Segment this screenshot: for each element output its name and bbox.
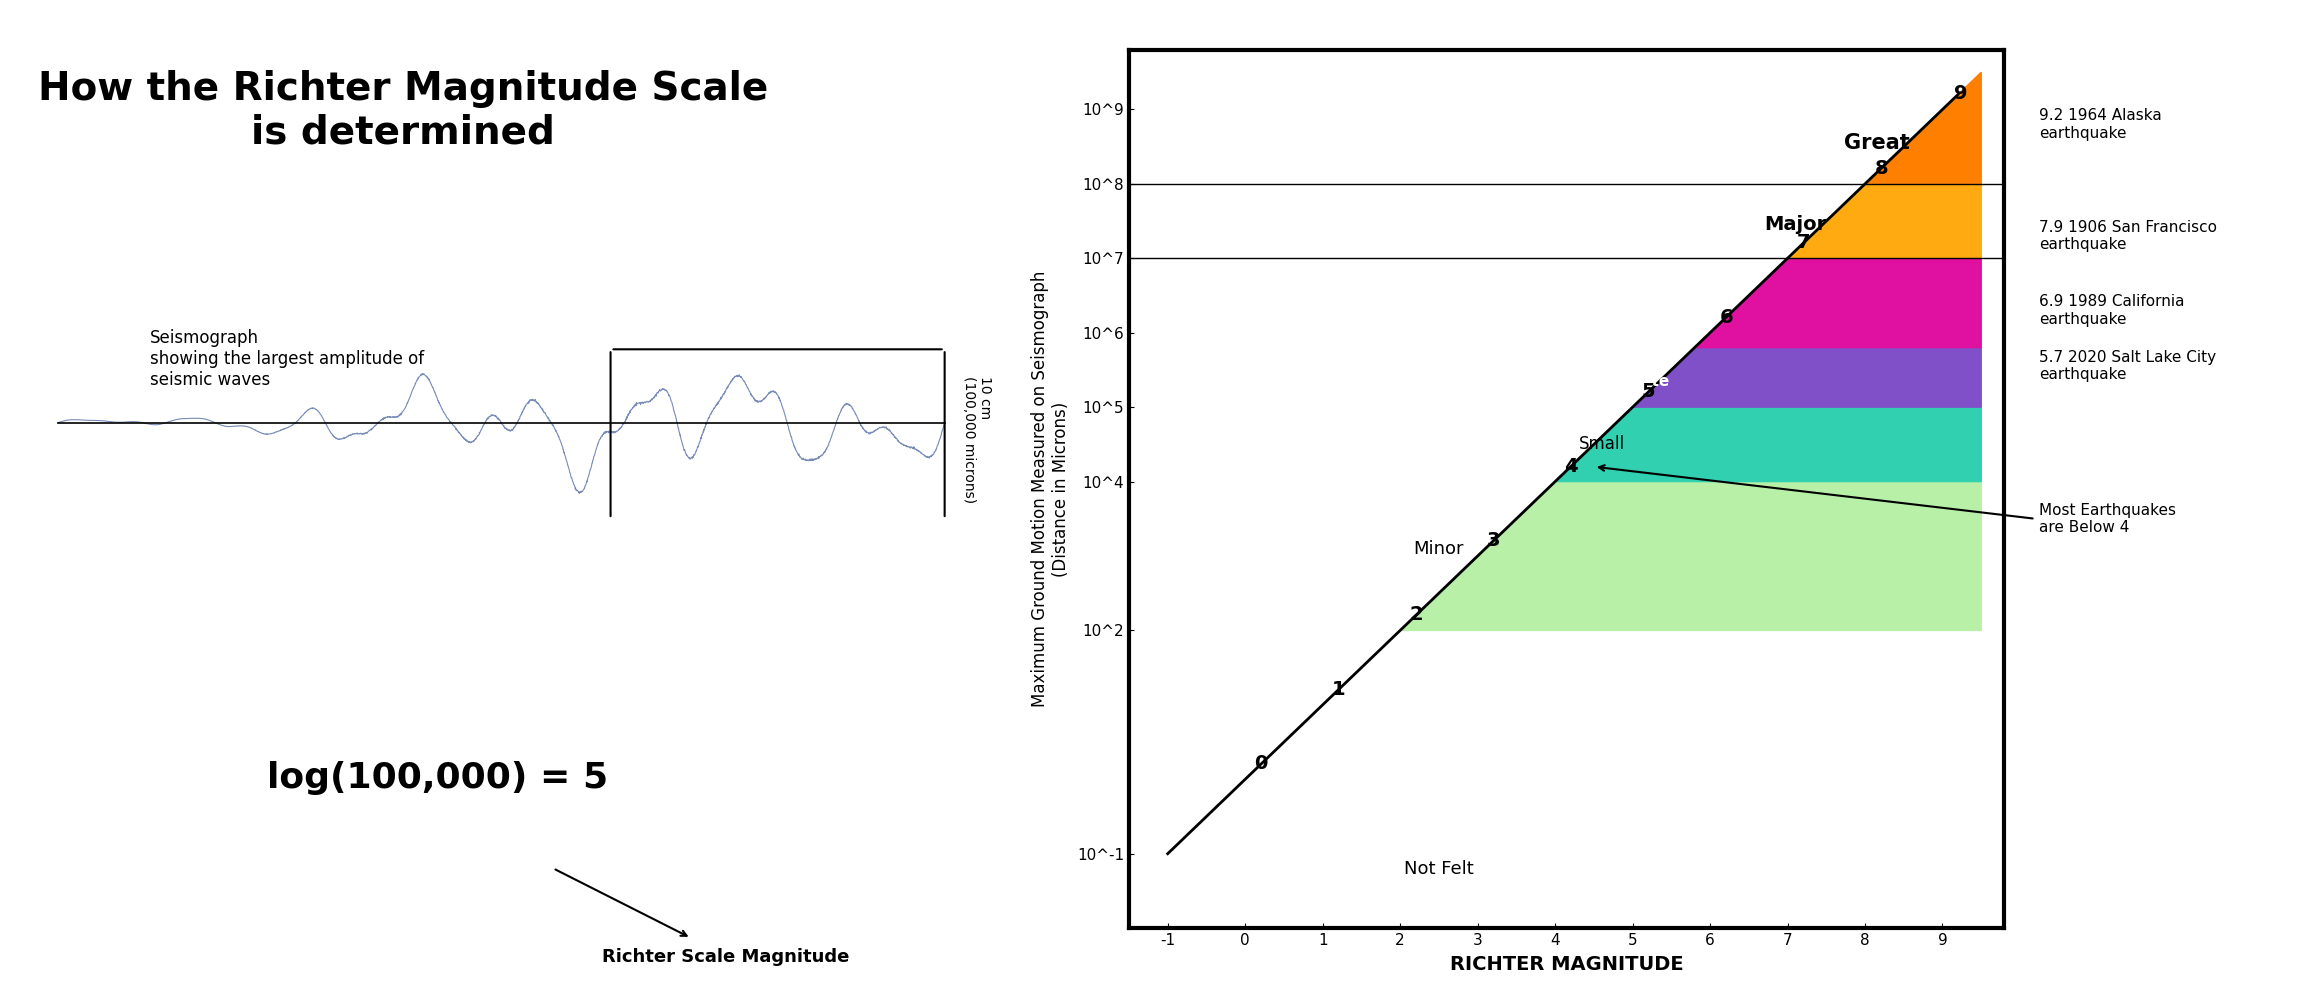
Text: 7: 7	[1797, 234, 1811, 252]
Text: 6: 6	[1719, 307, 1733, 326]
Text: Minor: Minor	[1415, 540, 1463, 558]
Text: 9: 9	[1954, 85, 1968, 104]
Text: 2: 2	[1410, 606, 1424, 625]
Text: 9.2 1964 Alaska
earthquake: 9.2 1964 Alaska earthquake	[2039, 108, 2161, 141]
Polygon shape	[1401, 482, 1981, 631]
Text: Seismograph
showing the largest amplitude of
seismic waves: Seismograph showing the largest amplitud…	[150, 329, 424, 389]
Polygon shape	[1555, 407, 1981, 482]
Text: Most Earthquakes
are Below 4: Most Earthquakes are Below 4	[2039, 503, 2175, 535]
Polygon shape	[1864, 72, 1981, 184]
Polygon shape	[1634, 347, 1981, 407]
Polygon shape	[1693, 258, 1981, 347]
Text: 6.9 1989 California
earthquake: 6.9 1989 California earthquake	[2039, 294, 2184, 326]
Text: 8: 8	[1875, 159, 1887, 178]
Text: 7.9 1906 San Francisco
earthquake: 7.9 1906 San Francisco earthquake	[2039, 220, 2216, 252]
Text: 5.7 2020 Salt Lake City
earthquake: 5.7 2020 Salt Lake City earthquake	[2039, 350, 2216, 382]
Text: Not Felt: Not Felt	[1403, 859, 1475, 877]
Text: How the Richter Magnitude Scale
is determined: How the Richter Magnitude Scale is deter…	[39, 70, 767, 152]
Text: Great: Great	[1843, 133, 1910, 153]
Text: 4: 4	[1564, 457, 1578, 476]
Text: Strong: Strong	[1654, 301, 1719, 319]
Text: 1: 1	[1332, 680, 1346, 699]
Text: 0: 0	[1253, 754, 1267, 773]
Polygon shape	[1129, 631, 1981, 928]
Text: log(100,000) = 5: log(100,000) = 5	[267, 761, 608, 795]
Text: 5: 5	[1643, 382, 1657, 401]
Text: 10 cm
(100,000 microns): 10 cm (100,000 microns)	[963, 375, 993, 503]
Text: Small: Small	[1578, 435, 1624, 453]
Text: Moderate: Moderate	[1587, 373, 1670, 388]
Polygon shape	[1788, 184, 1981, 258]
Text: Major: Major	[1765, 216, 1827, 235]
X-axis label: RICHTER MAGNITUDE: RICHTER MAGNITUDE	[1449, 955, 1684, 974]
Y-axis label: Maximum Ground Motion Measured on Seismograph
(Distance in Microns): Maximum Ground Motion Measured on Seismo…	[1032, 270, 1069, 708]
Text: Richter Scale Magnitude: Richter Scale Magnitude	[601, 948, 850, 966]
Text: 3: 3	[1486, 531, 1500, 550]
